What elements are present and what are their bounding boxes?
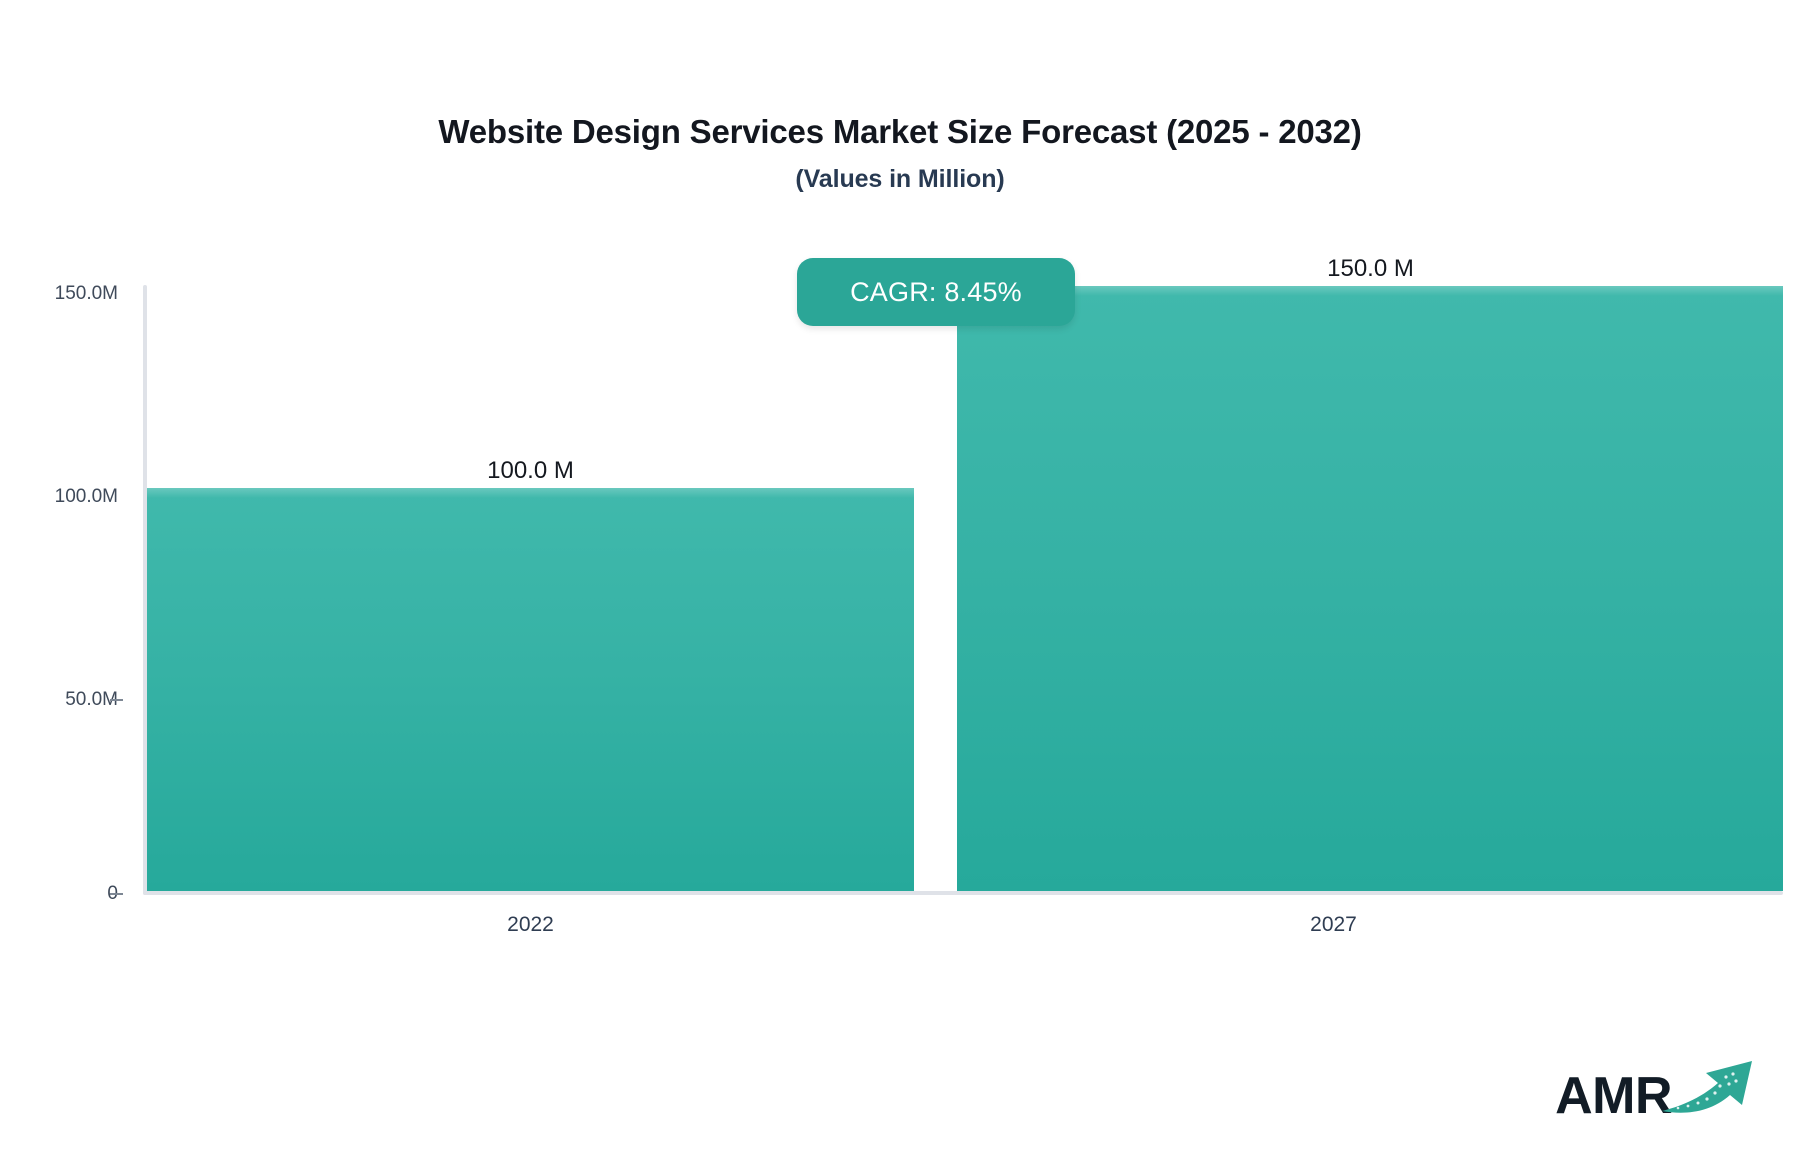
chart-subtitle: (Values in Million) bbox=[795, 164, 1005, 193]
cagr-badge-label: CAGR: 8.45% bbox=[850, 276, 1022, 307]
amr-logo-text: AMR bbox=[1555, 1067, 1672, 1125]
category-label-2022: 2022 bbox=[507, 913, 554, 936]
title-block: Website Design Services Market Size Fore… bbox=[0, 112, 1800, 194]
amr-logo: AMR bbox=[1555, 1053, 1756, 1122]
y-axis-line bbox=[143, 285, 147, 895]
cagr-badge[interactable]: CAGR: 8.45% bbox=[797, 258, 1075, 326]
y-tick-dash-0 bbox=[110, 893, 123, 895]
y-tick-label-150: 150.0M bbox=[54, 283, 118, 304]
y-tick-label-100: 100.0M bbox=[54, 486, 118, 507]
y-tick-label-50: 50.0M bbox=[65, 689, 118, 710]
trending-up-arrow-icon bbox=[1660, 1053, 1756, 1120]
bar-2022[interactable] bbox=[147, 488, 914, 891]
x-axis-line bbox=[143, 891, 1783, 895]
bar-highlight bbox=[147, 488, 914, 498]
chart-title: Website Design Services Market Size Fore… bbox=[438, 113, 1362, 150]
y-tick-dash-50 bbox=[110, 699, 123, 701]
category-label-2027: 2027 bbox=[1310, 913, 1357, 936]
bar-value-label-2027: 150.0 M bbox=[1327, 255, 1414, 282]
bar-highlight bbox=[957, 286, 1783, 296]
bar-value-label-2022: 100.0 M bbox=[487, 457, 574, 484]
bar-2027[interactable] bbox=[957, 286, 1783, 891]
